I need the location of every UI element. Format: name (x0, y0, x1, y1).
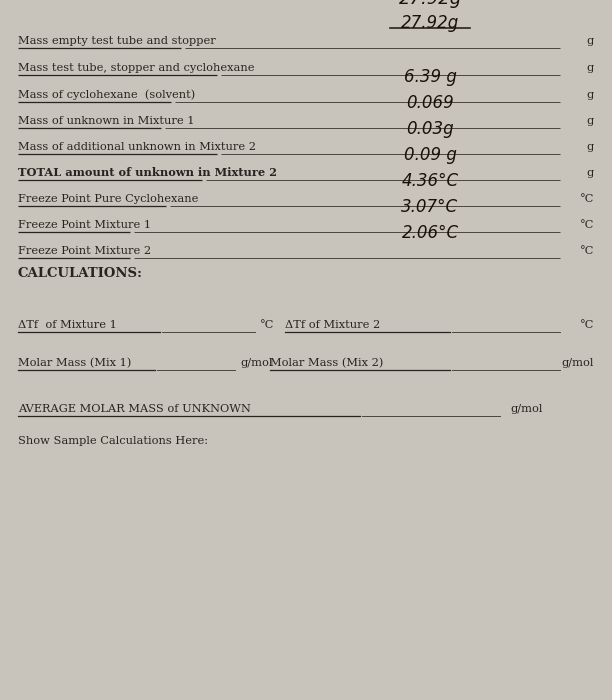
Text: °C: °C (580, 246, 594, 256)
Text: g/mol: g/mol (562, 358, 594, 368)
Text: 6.39 g: 6.39 g (403, 68, 457, 86)
Text: °C: °C (580, 220, 594, 230)
Text: Mass of unknown in Mixture 1: Mass of unknown in Mixture 1 (18, 116, 195, 126)
Text: °C: °C (260, 320, 274, 330)
Text: 0.09 g: 0.09 g (403, 146, 457, 164)
Text: 3.07°C: 3.07°C (401, 198, 458, 216)
Text: TOTAL amount of unknown in Mixture 2: TOTAL amount of unknown in Mixture 2 (18, 167, 277, 178)
Text: Molar Mass (Mix 2): Molar Mass (Mix 2) (270, 358, 383, 368)
Text: Freeze Point Mixture 1: Freeze Point Mixture 1 (18, 220, 151, 230)
Text: g: g (587, 116, 594, 126)
Text: Show Sample Calculations Here:: Show Sample Calculations Here: (18, 436, 208, 446)
Text: g/mol: g/mol (510, 404, 542, 414)
Text: 4.36°C: 4.36°C (401, 172, 458, 190)
Text: 27.92g: 27.92g (401, 14, 459, 32)
Text: Mass empty test tube and stopper: Mass empty test tube and stopper (18, 36, 216, 46)
Text: AVERAGE MOLAR MASS of UNKNOWN: AVERAGE MOLAR MASS of UNKNOWN (18, 404, 251, 414)
Text: g: g (587, 142, 594, 152)
Text: g: g (587, 63, 594, 73)
Text: g/mol: g/mol (240, 358, 272, 368)
Text: g: g (587, 36, 594, 46)
Text: Freeze Point Pure Cyclohexane: Freeze Point Pure Cyclohexane (18, 194, 198, 204)
Text: g: g (587, 90, 594, 100)
Text: Freeze Point Mixture 2: Freeze Point Mixture 2 (18, 246, 151, 256)
Text: CALCULATIONS:: CALCULATIONS: (18, 267, 143, 280)
Text: °C: °C (580, 320, 594, 330)
Text: °C: °C (580, 194, 594, 204)
Text: 0.069: 0.069 (406, 94, 454, 112)
Text: g: g (587, 168, 594, 178)
Text: 0.03g: 0.03g (406, 120, 454, 138)
Text: 27.92g: 27.92g (398, 0, 461, 8)
Text: Molar Mass (Mix 1): Molar Mass (Mix 1) (18, 358, 132, 368)
Text: ΔTf of Mixture 2: ΔTf of Mixture 2 (285, 320, 380, 330)
Text: Mass test tube, stopper and cyclohexane: Mass test tube, stopper and cyclohexane (18, 63, 255, 73)
Text: ΔTf  of Mixture 1: ΔTf of Mixture 1 (18, 320, 117, 330)
Text: 2.06°C: 2.06°C (401, 224, 458, 242)
Text: Mass of additional unknown in Mixture 2: Mass of additional unknown in Mixture 2 (18, 142, 256, 152)
Text: Mass of cyclohexane  (solvent): Mass of cyclohexane (solvent) (18, 90, 195, 100)
